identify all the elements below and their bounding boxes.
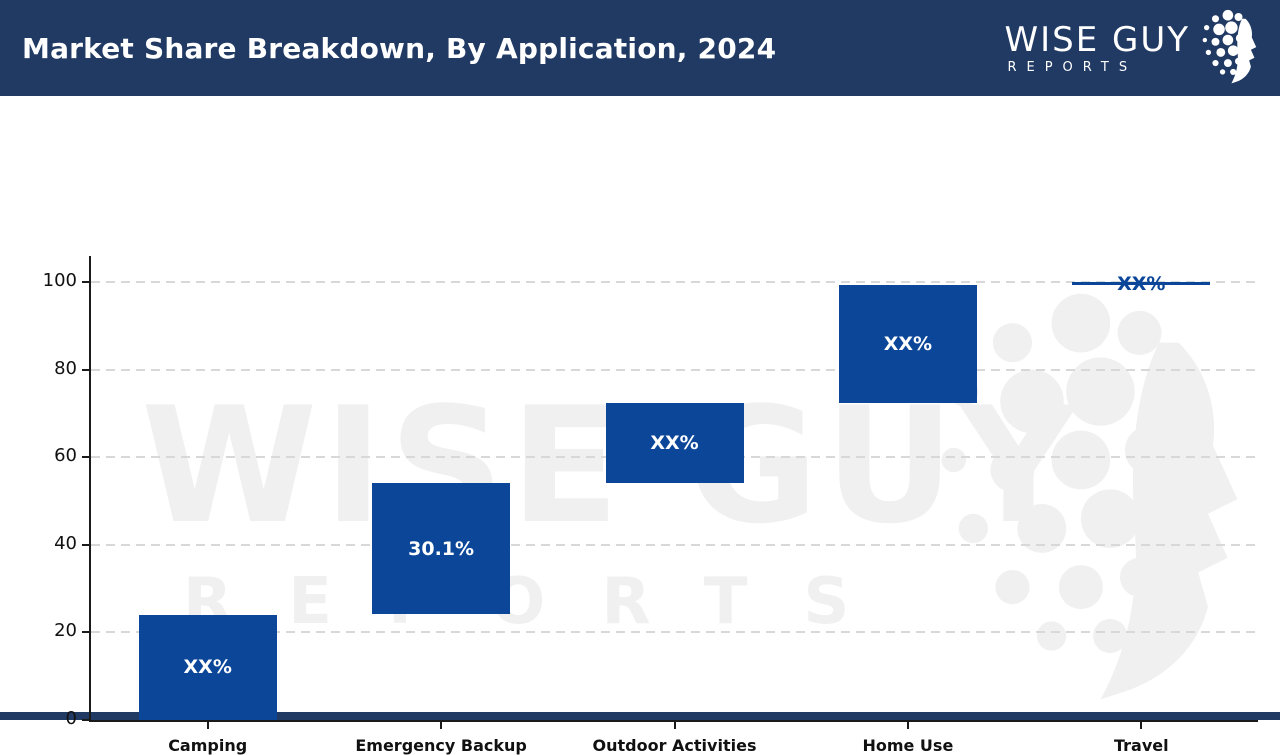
face-logo-icon [1202, 9, 1257, 84]
gridline [91, 368, 1258, 371]
logo-wordmark: WISE GUY [1004, 19, 1190, 60]
logo-text: WISE GUY REPORTS [1004, 23, 1190, 74]
y-axis-tick [82, 368, 89, 371]
bar-value-label: 30.1% [408, 537, 475, 560]
plot-area: WISE GUY REPORTS 0 20 40 60 80 100 XX% Camping 3… [43, 256, 1258, 755]
y-axis-tick [82, 543, 89, 546]
gridline [91, 631, 1258, 634]
y-axis-tick-label: 80 [54, 357, 77, 379]
x-axis-category-label: Camping [168, 736, 248, 755]
x-axis-category-label: Travel [1113, 736, 1169, 755]
wise-guy-logo: WISE GUY REPORTS [1004, 7, 1258, 89]
x-axis-category-label: Home Use [862, 736, 954, 755]
gridline [91, 543, 1258, 546]
waterfall-bar: 30.1% [372, 482, 511, 615]
chart-region: WISE GUY REPORTS 0 20 40 60 80 100 XX% Camping 3… [0, 96, 1280, 755]
page-title: Market Share Breakdown, By Application, … [22, 31, 777, 65]
header: Market Share Breakdown, By Application, … [0, 0, 1280, 96]
footer-bar [0, 712, 1280, 720]
gridline [91, 281, 1258, 284]
waterfall-bar: XX% [838, 285, 977, 404]
y-axis-tick-label: 100 [42, 270, 77, 292]
x-axis-tick [906, 722, 909, 729]
x-axis-tick [206, 722, 209, 729]
waterfall-bar: XX% [1072, 273, 1211, 295]
waterfall-bar: XX% [138, 614, 277, 720]
logo-subtext: REPORTS [1007, 59, 1138, 75]
x-axis-category-label: Outdoor Activities [592, 736, 757, 755]
y-axis-tick [82, 456, 89, 459]
waterfall-bar: XX% [605, 403, 744, 483]
y-axis-tick-label: 60 [54, 445, 77, 467]
y-axis-tick [82, 281, 89, 284]
y-axis-tick-label: 40 [54, 532, 77, 554]
x-axis-tick [1140, 722, 1143, 729]
y-axis-tick [82, 631, 89, 634]
watermark-line2: REPORTS [183, 565, 906, 639]
bar-value-label: XX% [883, 333, 933, 356]
x-axis-category-label: Emergency Backup [355, 736, 527, 755]
y-axis-tick-label: 0 [65, 708, 77, 729]
x-axis-tick [440, 722, 443, 729]
bar-value-label: XX% [1117, 272, 1166, 295]
bar-value-label: XX% [650, 431, 699, 454]
x-axis-tick [673, 722, 676, 729]
bar-value-label: XX% [183, 656, 232, 679]
y-axis-tick-label: 20 [54, 620, 77, 642]
y-axis-tick [82, 719, 89, 721]
